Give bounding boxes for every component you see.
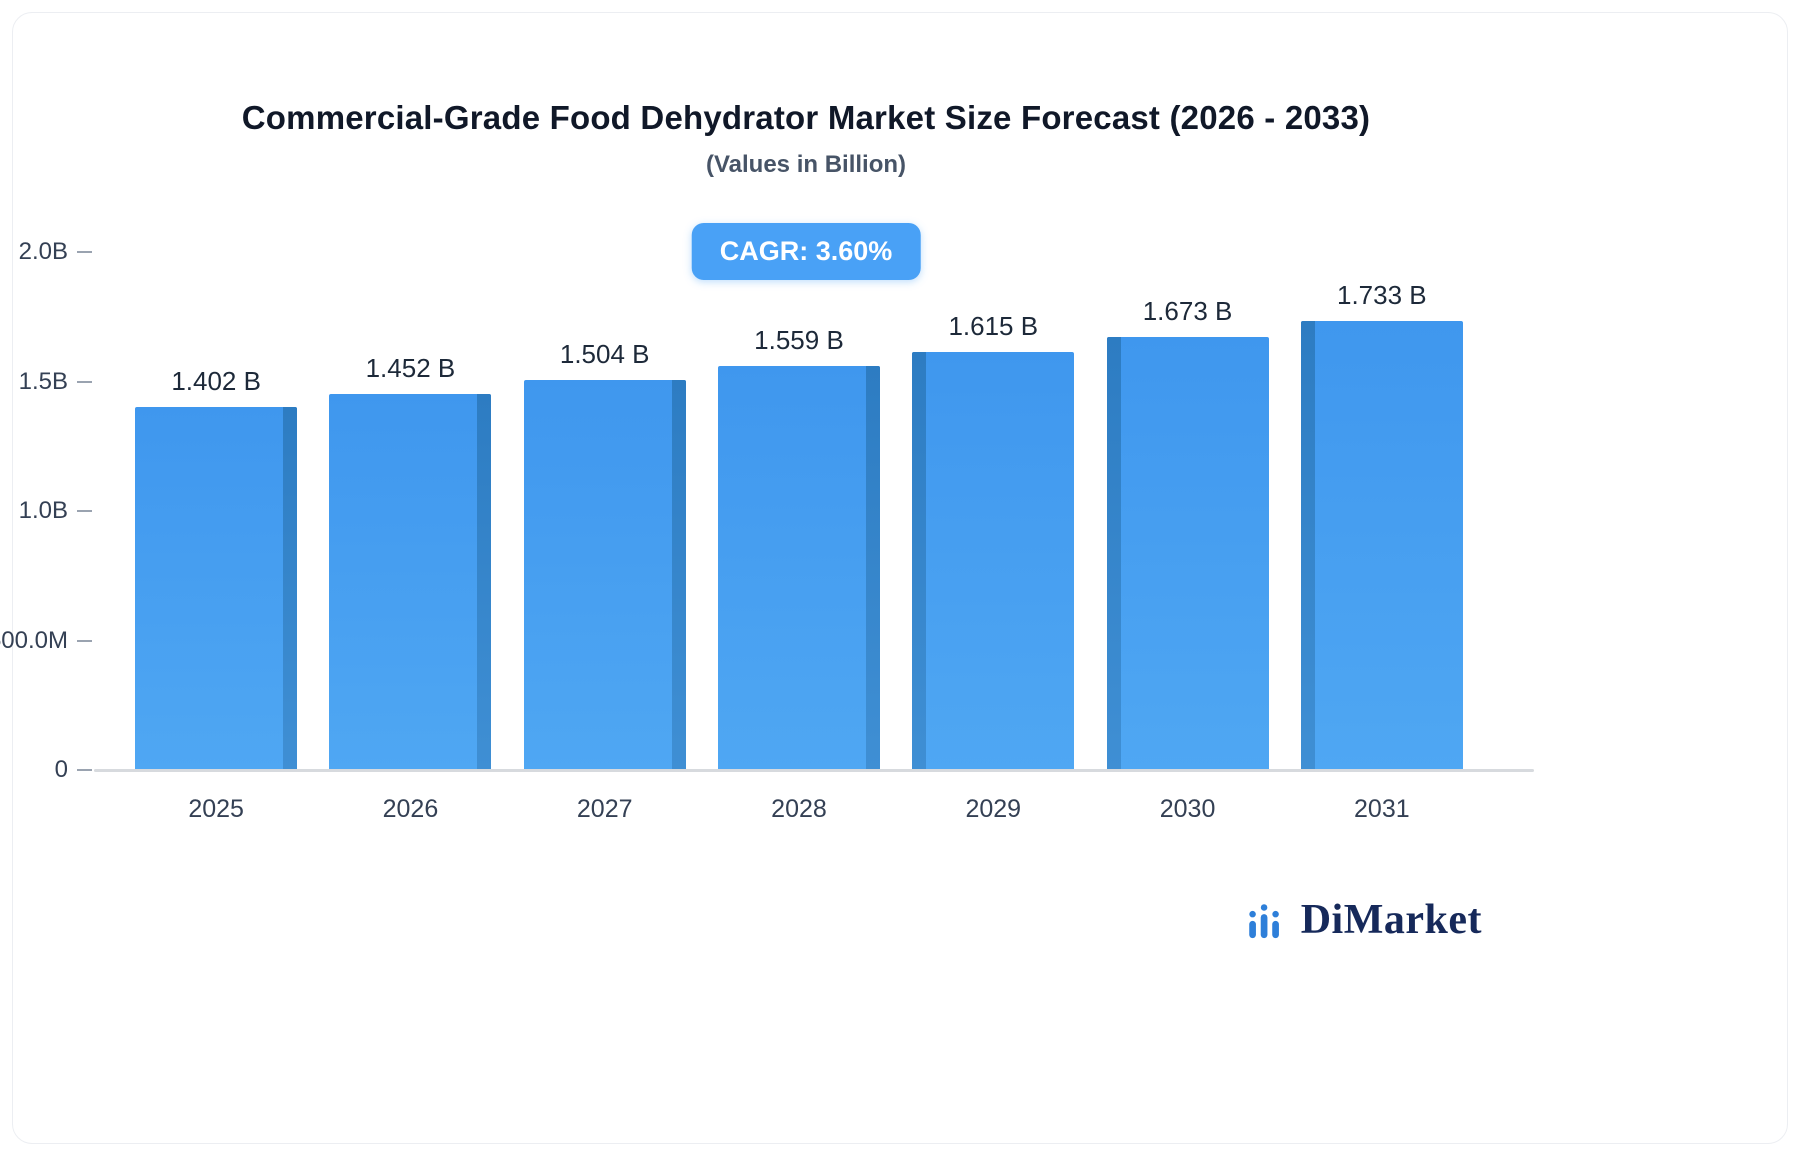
y-tick-mark <box>77 769 92 771</box>
chart-card: Commercial-Grade Food Dehydrator Market … <box>0 12 1788 1144</box>
bar-column: 1.673 B 2030 <box>1090 252 1284 823</box>
x-axis-label: 2026 <box>382 795 439 823</box>
plot-area: 2.0B 1.5B 1.0B 500.0M 0 1.402 B 2025 1.452 B 20… <box>0 238 1534 823</box>
bar-value-label: 1.402 B <box>171 366 261 396</box>
bar-value-label: 1.733 B <box>1337 280 1427 310</box>
chart-title: Commercial-Grade Food Dehydrator Market … <box>241 99 1371 136</box>
y-tick-label: 1.0B <box>18 497 68 524</box>
y-axis-tick: 0 <box>55 756 92 784</box>
bar-2027[interactable] <box>523 380 686 770</box>
bar-2025[interactable] <box>135 407 298 770</box>
x-axis-label: 2027 <box>576 795 633 823</box>
y-axis-tick: 1.5B <box>19 368 92 396</box>
bar-chart-icon <box>1248 904 1279 939</box>
y-tick-label: 1.5B <box>18 367 68 395</box>
y-tick-mark <box>77 639 92 642</box>
y-axis-tick: 500.0M <box>0 627 92 655</box>
brand-logo: DiMarket <box>1243 895 1482 941</box>
bar-column: 1.452 B 2026 <box>313 252 507 823</box>
x-axis-label: 2031 <box>1354 795 1410 823</box>
y-tick-label: 2.0B <box>18 238 68 265</box>
bar-2029[interactable] <box>912 352 1075 770</box>
bar-2028[interactable] <box>717 366 880 770</box>
bar-2030[interactable] <box>1106 337 1269 770</box>
y-tick-mark <box>77 380 92 383</box>
y-tick-mark <box>77 510 92 512</box>
x-axis-label: 2029 <box>965 795 1022 823</box>
bar-column: 1.402 B 2025 <box>119 252 313 823</box>
chart-subtitle: (Values in Billion) <box>705 151 907 178</box>
bar-value-label: 1.504 B <box>559 339 650 369</box>
x-axis-line <box>94 769 1534 772</box>
brand-name: DiMarket <box>1300 897 1482 943</box>
bar-column: 1.504 B 2027 <box>508 252 702 823</box>
y-tick-label: 0 <box>54 756 68 783</box>
y-tick-label: 500.0M <box>0 626 68 654</box>
bar-2026[interactable] <box>329 394 492 770</box>
x-axis-label: 2030 <box>1159 795 1216 823</box>
y-axis-tick: 2.0B <box>19 238 92 266</box>
bar-column: 1.559 B 2028 <box>702 252 896 823</box>
y-tick-mark <box>77 251 92 253</box>
bar-value-label: 1.452 B <box>365 353 456 383</box>
bar-value-label: 1.673 B <box>1142 296 1233 326</box>
bar-group: 1.402 B 2025 1.452 B 2026 1.504 B 2027 1.559 B… <box>119 252 1479 823</box>
y-axis-tick: 1.0B <box>19 497 92 525</box>
bar-column: 1.615 B 2029 <box>896 252 1090 823</box>
bar-value-label: 1.615 B <box>948 311 1039 341</box>
bar-value-label: 1.559 B <box>754 325 844 355</box>
cagr-badge: CAGR: 3.60% <box>691 223 921 280</box>
x-axis-label: 2028 <box>771 795 827 823</box>
bar-2031[interactable] <box>1300 321 1463 770</box>
x-axis-label: 2025 <box>188 795 244 823</box>
bar-column: 1.733 B 2031 <box>1285 252 1479 823</box>
